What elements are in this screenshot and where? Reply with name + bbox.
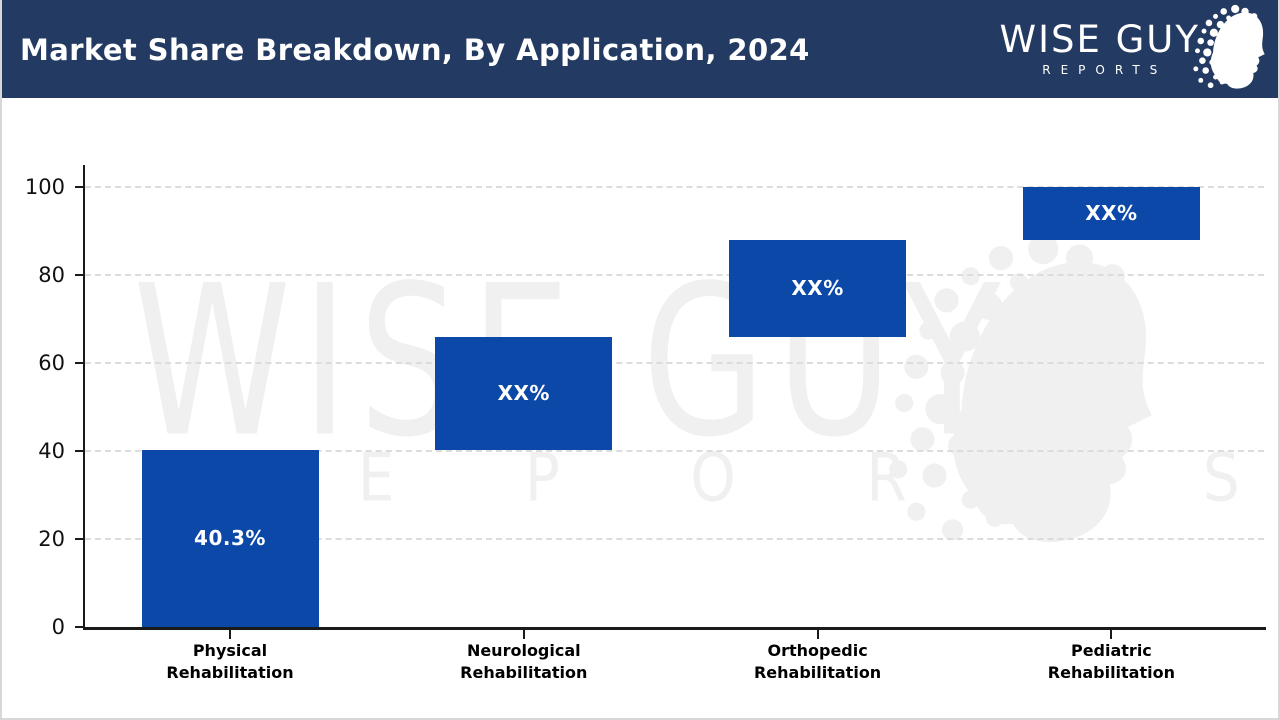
x-axis-tick [816,630,819,639]
x-axis-category-line: Neurological [466,641,581,660]
x-axis-category-label: Neurological Rehabilitation [374,640,674,684]
bar-segment [729,239,907,337]
x-axis-category-line: Physical [192,641,268,660]
y-axis-line [83,165,85,630]
y-axis-tick [75,538,83,540]
bar-value-label: 40.3% [194,526,266,551]
x-axis-tick [1110,630,1113,639]
bar-value-label: XX% [497,381,550,406]
x-axis-category-line: Orthopedic [767,641,868,660]
gridline-40 [85,450,1264,452]
y-axis-tick-label: 0 [51,615,65,639]
bar-segment [435,336,613,450]
y-axis-tick [75,450,83,452]
gridline-100 [85,186,1264,188]
y-axis-tick [75,186,83,188]
x-axis-category-line: Pediatric [1070,641,1152,660]
y-axis-tick-label: 80 [38,263,65,287]
y-axis-tick [75,626,83,628]
gridline-20 [85,538,1264,540]
dotted-head-logo-icon [1193,4,1265,89]
x-axis-category-label: Orthopedic Rehabilitation [668,640,968,684]
y-axis-tick [75,274,83,276]
gridline-80 [85,274,1264,276]
x-axis-line [83,627,1266,630]
y-axis-tick-label: 40 [38,439,65,463]
bar-value-label: XX% [791,276,844,301]
header: Market Share Breakdown, By Application, … [0,0,1280,98]
x-axis-tick [229,630,231,639]
y-axis-tick [75,362,83,364]
bar-segment [141,449,319,627]
y-axis-tick-label: 100 [24,175,65,199]
bar-value-label: XX% [1085,201,1138,226]
brand-subtitle: REPORTS [1042,62,1168,77]
page-title: Market Share Breakdown, By Application, … [20,33,810,67]
x-axis-category-label: Physical Rehabilitation [80,640,380,684]
x-axis-tick [522,630,525,639]
brand-name: WISE GUY [999,18,1200,61]
y-axis-tick-label: 20 [38,527,65,551]
x-axis-category-line: Rehabilitation [460,663,588,682]
bar-segment [1022,187,1200,240]
x-axis-category-label: Pediatric Rehabilitation [961,640,1261,684]
brand-logo-text: WISE GUY REPORTS [999,18,1200,77]
x-axis-category-line: Rehabilitation [1047,663,1175,682]
brand-logo: WISE GUY REPORTS [1000,0,1274,98]
x-axis-category-line: Rehabilitation [753,663,882,682]
x-axis-category-line: Rehabilitation [166,663,294,682]
y-axis-tick-label: 60 [38,351,65,375]
gridline-60 [85,362,1264,364]
